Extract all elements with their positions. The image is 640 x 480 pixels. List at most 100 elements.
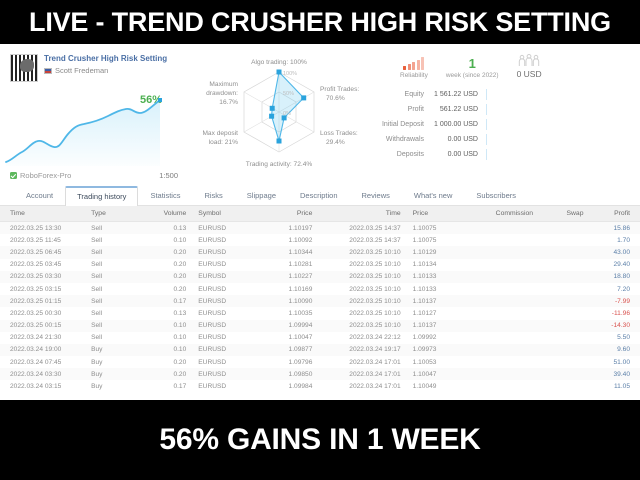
tab-reviews[interactable]: Reviews (361, 191, 390, 200)
cell-time1: 2022.03.24 19:00 (10, 346, 62, 354)
table-row[interactable]: 2022.03.25 01:15 Sell 0.17 EURUSD 1.10090 202… (0, 295, 640, 308)
cell-px2: 1.10129 (412, 248, 437, 256)
table-row[interactable]: 2022.03.24 03:15 Buy 0.17 EURUSD 1.09984 2022… (0, 380, 640, 393)
table-row[interactable]: 2022.03.25 03:15 Sell 0.20 EURUSD 1.10169 202… (0, 282, 640, 296)
cell-time1: 2022.03.24 03:15 (10, 383, 62, 391)
cell-comm (476, 356, 539, 368)
cell-time2: 2022.03.25 10:10 (349, 322, 401, 330)
tab-bar[interactable]: Account Trading history Statistics Risks… (0, 186, 640, 206)
balance-row-value: 0.00 USD (447, 151, 478, 158)
cell-px2: 1.10133 (412, 273, 437, 281)
cell-time1: 2022.03.24 07:45 (10, 358, 62, 366)
cell-type: Sell (91, 236, 103, 244)
balance-bars: Equity 1 561.22 USD Profit 561.22 USD (374, 87, 630, 162)
balance-row-label: Profit (407, 106, 424, 113)
col-profit[interactable]: Profit (589, 206, 640, 222)
balance-row-label: Deposits (396, 151, 424, 158)
tab-risks[interactable]: Risks (204, 191, 223, 200)
table-row[interactable]: 2022.03.24 07:45 Buy 0.20 EURUSD 1.09796 2022… (0, 356, 640, 369)
balance-row-track (486, 89, 630, 100)
col-open-time[interactable]: Time (0, 206, 86, 222)
table-row[interactable]: 2022.03.25 06:45 Sell 0.20 EURUSD 1.10344 202… (0, 246, 640, 259)
bottom-banner-title: 56% GAINS IN 1 WEEK (0, 400, 640, 480)
cell-vol: 0.20 (173, 261, 187, 269)
col-type[interactable]: Type (85, 206, 136, 222)
cell-type: Sell (91, 309, 103, 317)
cell-type: Buy (91, 383, 103, 391)
cell-swap (539, 246, 589, 258)
cell-sym: EURUSD (198, 285, 227, 293)
cell-sym: EURUSD (198, 383, 227, 391)
cell-time1: 2022.03.25 13:30 (10, 224, 62, 232)
tab-statistics[interactable]: Statistics (150, 191, 181, 200)
cell-vol: 0.10 (173, 322, 187, 330)
col-volume[interactable]: Volume (135, 206, 193, 222)
cell-time1: 2022.03.25 01:15 (10, 297, 62, 305)
table-row[interactable]: 2022.03.24 21:30 Sell 0.10 EURUSD 1.10047 202… (0, 331, 640, 344)
account-card[interactable]: Trend Crusher High Risk Setting Scott Fr… (4, 50, 184, 184)
stats-panel: Reliability 1 week (since 2022) (374, 50, 636, 184)
table-row[interactable]: 2022.03.24 03:30 Buy 0.20 EURUSD 1.09850 2022… (0, 368, 640, 381)
table-row[interactable]: 2022.03.25 13:30 Sell 0.13 EURUSD 1.10197 202… (0, 221, 640, 235)
cell-sym: EURUSD (198, 322, 227, 330)
tab-subscribers[interactable]: Subscribers (476, 191, 516, 200)
radar-label-trading-activity: Trading activity: 72.4% (246, 161, 313, 168)
cell-time1: 2022.03.25 06:45 (10, 248, 62, 256)
cell-px2: 1.10137 (412, 322, 437, 330)
cell-time1: 2022.03.25 00:15 (10, 322, 62, 330)
radar-ring-label-0: 0% (283, 111, 291, 117)
radar-label-max-deposit-load: Max deposit (202, 130, 238, 137)
cell-px1: 1.09984 (288, 383, 313, 391)
cell-time2: 2022.03.24 22:12 (349, 334, 401, 342)
cell-type: Sell (91, 261, 103, 269)
cell-px1: 1.10090 (288, 297, 313, 305)
table-row[interactable]: 2022.03.25 11:45 Sell 0.10 EURUSD 1.10092 202… (0, 234, 640, 247)
cell-sym: EURUSD (198, 297, 227, 305)
trading-history-table: Time Type Volume Symbol Price Time Price… (0, 206, 640, 393)
cell-time1: 2022.03.25 03:45 (10, 261, 62, 269)
table-row[interactable]: 2022.03.25 00:30 Sell 0.13 EURUSD 1.10035 202… (0, 307, 640, 320)
col-symbol[interactable]: Symbol (192, 206, 256, 222)
radar-label-profit-trades: Profit Trades: (320, 86, 359, 93)
tab-account[interactable]: Account (26, 191, 54, 200)
radar-chart: 100% 50% 0% Algo trading: 100% Profit Tr… (184, 50, 374, 184)
cell-px1: 1.10227 (288, 273, 313, 281)
tab-description[interactable]: Description (300, 191, 338, 200)
cell-px2: 1.10134 (412, 261, 437, 269)
col-open-price[interactable]: Price (255, 206, 319, 222)
cell-profit: 9.60 (617, 346, 630, 354)
col-close-time[interactable]: Time (318, 206, 407, 222)
balance-row-value: 1 000.00 USD (434, 121, 478, 128)
tab-whats-new[interactable]: What's new (413, 191, 453, 200)
cell-profit: 29.40 (613, 261, 630, 269)
cell-time2: 2022.03.24 17:01 (349, 370, 401, 378)
cell-px2: 1.09973 (412, 346, 437, 354)
cell-sym: EURUSD (198, 358, 227, 366)
radar-label-algo-trading: Algo trading: 100% (251, 59, 307, 66)
table-row[interactable]: 2022.03.25 03:45 Sell 0.20 EURUSD 1.10281 202… (0, 258, 640, 271)
col-swap[interactable]: Swap (539, 206, 590, 222)
tab-trading-history[interactable]: Trading history (65, 186, 139, 206)
tab-slippage[interactable]: Slippage (246, 191, 276, 200)
account-title[interactable]: Trend Crusher High Risk Setting (44, 54, 168, 63)
cell-swap (539, 283, 589, 295)
col-close-price[interactable]: Price (406, 206, 476, 222)
account-owner-row: Scott Fredeman (44, 66, 167, 75)
cell-profit: 1.70 (617, 236, 630, 244)
cell-time2: 2022.03.24 17:01 (349, 358, 401, 366)
broker-info: RoboForex-Pro (10, 171, 71, 180)
table-row[interactable]: 2022.03.25 03:30 Sell 0.20 EURUSD 1.10227 202… (0, 270, 640, 283)
cell-time2: 2022.03.25 10:10 (349, 273, 401, 281)
cell-comm (476, 332, 539, 344)
cell-profit: -7.99 (614, 297, 630, 305)
cell-sym: EURUSD (198, 309, 227, 317)
cell-px2: 1.09992 (412, 334, 437, 342)
table-row[interactable]: 2022.03.25 00:15 Sell 0.10 EURUSD 1.09994 202… (0, 319, 640, 332)
balance-row: Initial Deposit 1 000.00 USD (374, 117, 630, 132)
cell-time2: 2022.03.25 14:37 (349, 236, 401, 244)
table-row[interactable]: 2022.03.24 19:00 Buy 0.10 EURUSD 1.09877 2022… (0, 343, 640, 357)
col-commission[interactable]: Commission (476, 206, 540, 222)
cell-swap (539, 234, 589, 246)
balance-row-track (486, 149, 630, 160)
